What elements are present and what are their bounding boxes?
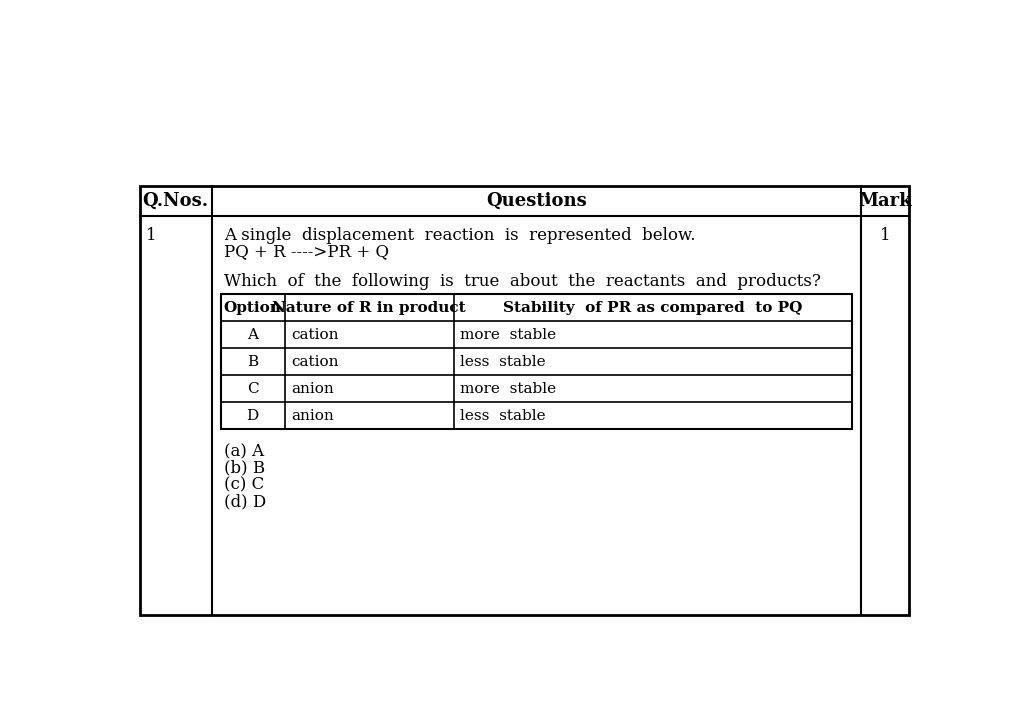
Text: less  stable: less stable [460,409,546,423]
Text: Option: Option [224,300,282,315]
Text: (c) C: (c) C [224,477,264,493]
Text: 1: 1 [880,226,891,243]
Text: more  stable: more stable [460,382,556,396]
Text: Stability  of PR as compared  to PQ: Stability of PR as compared to PQ [503,300,803,315]
Bar [221,294,852,429]
Text: (b) B: (b) B [224,460,265,477]
Text: Questions: Questions [486,192,587,210]
Text: 1: 1 [145,226,157,243]
Text: (d) D: (d) D [224,493,266,510]
Text: anion: anion [291,382,334,396]
Text: Which  of  the  following  is  true  about  the  reactants  and  products?: Which of the following is true about the… [224,273,821,290]
Text: A: A [247,328,258,341]
Text: Nature of R in product: Nature of R in product [272,300,466,315]
Bar [139,187,909,615]
Text: cation: cation [291,328,338,341]
Text: cation: cation [291,355,338,368]
Text: less  stable: less stable [460,355,546,368]
Text: Q.Nos.: Q.Nos. [142,192,209,210]
Text: more  stable: more stable [460,328,556,341]
Text: D: D [247,409,259,423]
Text: B: B [247,355,258,368]
Text: anion: anion [291,409,334,423]
Text: (a) A: (a) A [224,443,264,460]
Text: C: C [247,382,259,396]
Text: Mark: Mark [858,192,912,210]
Text: PQ + R ---->PR + Q: PQ + R ---->PR + Q [224,243,389,260]
Text: A single  displacement  reaction  is  represented  below.: A single displacement reaction is repres… [224,226,695,243]
